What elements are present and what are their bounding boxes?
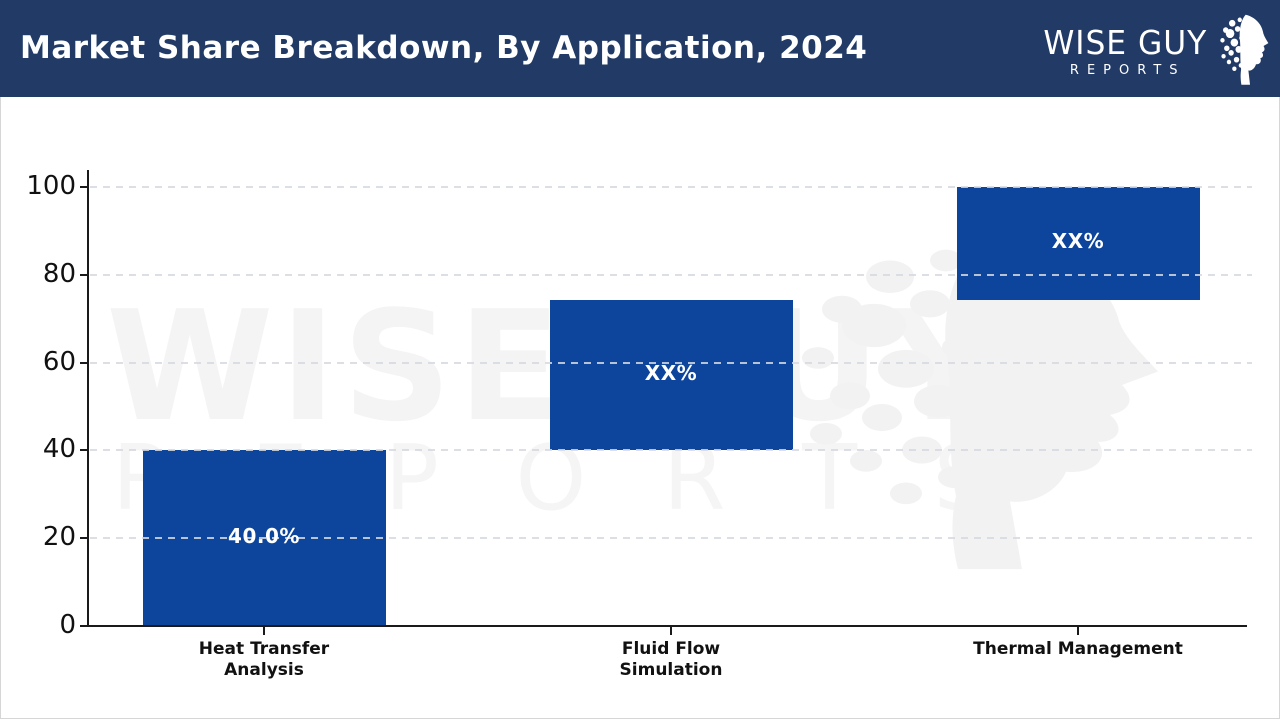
logo-wiseguy-label: WISE GUY [1043, 22, 1208, 62]
y-tick-label: 80 [42, 258, 76, 289]
y-tick-label: 40 [42, 434, 76, 465]
gridline-100 [90, 186, 1252, 188]
x-tick-mark [263, 627, 265, 635]
logo-reports-label: REPORTS [1069, 62, 1186, 78]
x-category-label: Thermal Management [918, 639, 1238, 660]
bar-2 [549, 299, 793, 451]
y-tick-label: 20 [42, 522, 76, 553]
y-tick-mark [80, 625, 88, 627]
x-category-label: Heat Transfer Analysis [104, 639, 424, 681]
y-tick-mark [80, 449, 88, 452]
x-category-label-line: Thermal Management [973, 639, 1183, 659]
x-category-label-line: Heat Transfer [198, 639, 330, 659]
y-axis-line [87, 170, 89, 627]
y-tick-label: 60 [42, 346, 76, 377]
logo-head-icon [1220, 14, 1269, 85]
x-category-label: Fluid Flow Simulation [511, 639, 831, 681]
x-category-label-line: Analysis [224, 660, 304, 680]
x-tick-mark [1077, 627, 1079, 635]
y-tick-mark [80, 186, 88, 188]
y-tick-label: 100 [26, 171, 76, 201]
x-category-label-line: Fluid Flow [621, 639, 721, 659]
gridline-80 [90, 273, 1252, 276]
y-tick-mark [80, 537, 88, 540]
y-tick-label: 0 [59, 610, 76, 640]
wise-guy-reports-logo: WISE GUY REPORTS [1039, 10, 1270, 90]
bar-value-label: XX% [1051, 229, 1105, 254]
logo-text: WISE GUY REPORTS [1039, 23, 1212, 78]
bar-value-label: XX% [644, 361, 698, 386]
x-category-label-line: Simulation [619, 660, 723, 680]
y-tick-mark [80, 361, 88, 364]
gridline-20 [90, 537, 1252, 540]
y-tick-mark [80, 273, 88, 276]
bar-3 [956, 187, 1200, 300]
x-tick-mark [670, 627, 672, 635]
bar-value-label: 40.0% [228, 524, 300, 549]
page-title: Market Share Breakdown, By Application, … [20, 30, 868, 66]
gridline-60 [90, 361, 1252, 364]
header-banner: Market Share Breakdown, By Application, … [0, 0, 1280, 97]
x-axis-line [87, 625, 1247, 627]
gridline-40 [90, 449, 1252, 452]
